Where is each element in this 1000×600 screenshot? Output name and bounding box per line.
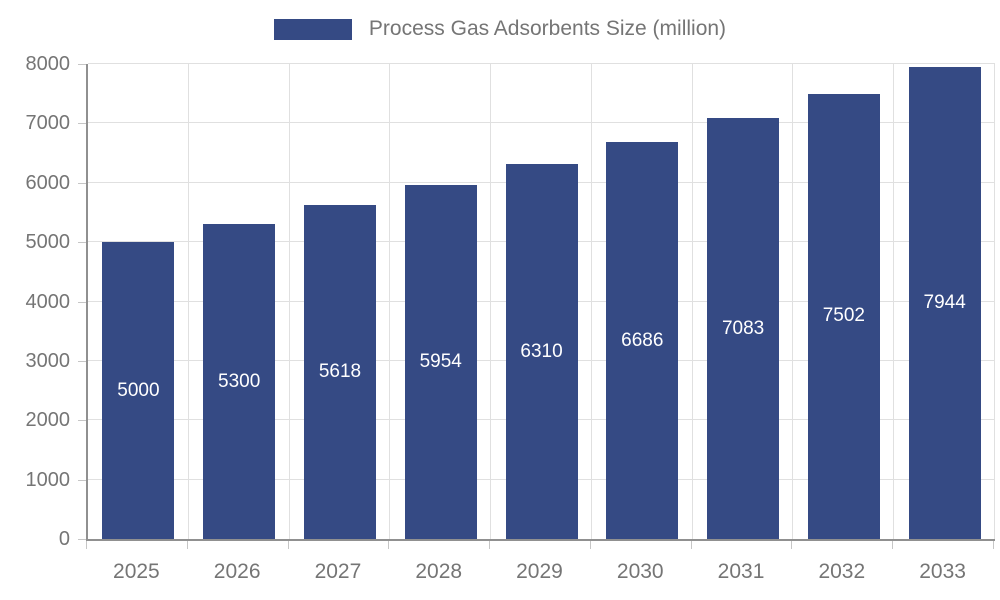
bar-value-label: 5300 xyxy=(218,370,261,392)
x-tick-2 xyxy=(287,541,289,549)
gridline-x-2 xyxy=(288,64,290,539)
bar-value-label: 6686 xyxy=(621,329,664,351)
x-tick-label-2032: 2032 xyxy=(818,560,866,583)
gridline-x-1 xyxy=(187,64,189,539)
x-tick-6 xyxy=(690,541,692,549)
gridline-x-3 xyxy=(389,64,391,539)
bar-2030[interactable]: 6686 xyxy=(606,142,679,539)
bar-slot-2027: 5618 xyxy=(290,64,391,539)
gridline-x-7 xyxy=(792,64,794,539)
x-tick-1 xyxy=(186,541,188,549)
bar-2032[interactable]: 7502 xyxy=(807,93,880,539)
x-tick-label-2033: 2033 xyxy=(919,560,966,583)
bar-value-label: 7083 xyxy=(721,317,765,339)
bar-slot-2032: 7502 xyxy=(793,64,894,539)
bar-series: 5000 5300 5618 5954 6310 6686 7083 7502 7944 xyxy=(88,64,995,539)
bar-2033[interactable]: 7944 xyxy=(908,67,981,539)
y-tick-label-8000: 8000 xyxy=(25,53,71,75)
bar-2028[interactable]: 5954 xyxy=(404,185,477,539)
bar-value-label: 6310 xyxy=(520,340,563,362)
bar-2029[interactable]: 6310 xyxy=(505,164,578,539)
y-tick-7000 xyxy=(78,123,86,125)
gridline-x-4 xyxy=(490,64,492,539)
plot-area: 5000 5300 5618 5954 6310 6686 7083 7502 7944 xyxy=(86,63,995,541)
y-tick-2000 xyxy=(78,420,86,422)
gridline-y-8000 xyxy=(88,63,995,64)
gridline-y-7000 xyxy=(88,122,995,124)
y-tick-5000 xyxy=(78,242,86,244)
y-tick-0 xyxy=(78,539,86,540)
y-tick-6000 xyxy=(78,182,86,184)
x-tick-label-2031: 2031 xyxy=(717,560,765,583)
legend-label: Process Gas Adsorbents Size (million) xyxy=(368,17,727,40)
bar-slot-2028: 5954 xyxy=(390,64,491,539)
bar-slot-2033: 7944 xyxy=(894,64,995,539)
gridline-x-8 xyxy=(893,64,895,539)
y-tick-8000 xyxy=(78,64,86,65)
bar-value-label: 5000 xyxy=(117,379,160,401)
y-tick-1000 xyxy=(78,479,86,481)
x-tick-7 xyxy=(791,541,793,549)
y-tick-label-2000: 2000 xyxy=(25,409,71,432)
y-tick-label-7000: 7000 xyxy=(25,112,71,135)
y-tick-label-0: 0 xyxy=(58,528,70,550)
y-tick-label-4000: 4000 xyxy=(25,290,71,313)
bar-2025[interactable]: 5000 xyxy=(102,242,175,539)
x-tick-5 xyxy=(589,541,591,549)
y-tick-label-6000: 6000 xyxy=(25,171,71,194)
x-tick-label-2028: 2028 xyxy=(415,560,463,583)
y-tick-label-1000: 1000 xyxy=(25,468,71,491)
bar-2026[interactable]: 5300 xyxy=(203,224,276,539)
bar-slot-2026: 5300 xyxy=(189,64,290,539)
bar-value-label: 7502 xyxy=(822,305,865,327)
x-tick-label-2029: 2029 xyxy=(516,560,563,583)
bar-2031[interactable]: 7083 xyxy=(707,118,780,539)
x-tick-3 xyxy=(388,541,390,549)
x-tick-8 xyxy=(892,541,894,549)
bar-slot-2031: 7083 xyxy=(693,64,794,539)
y-tick-3000 xyxy=(78,360,86,362)
gridline-x-6 xyxy=(691,64,693,539)
bar-value-label: 5618 xyxy=(318,361,362,383)
legend-swatch xyxy=(273,18,352,40)
bar-slot-2025: 5000 xyxy=(88,64,189,539)
y-tick-label-3000: 3000 xyxy=(25,349,71,372)
bar-value-label: 5954 xyxy=(419,351,462,373)
y-tick-label-5000: 5000 xyxy=(25,231,71,254)
legend[interactable]: Process Gas Adsorbents Size (million) xyxy=(0,17,1000,41)
y-tick-4000 xyxy=(78,301,86,303)
bar-slot-2029: 6310 xyxy=(491,64,592,539)
x-tick-label-2025: 2025 xyxy=(113,560,160,583)
x-tick-label-2030: 2030 xyxy=(616,560,664,583)
x-tick-0 xyxy=(86,541,87,549)
gridline-x-9 xyxy=(994,64,995,539)
bar-2027[interactable]: 5618 xyxy=(303,205,376,539)
x-tick-label-2026: 2026 xyxy=(213,560,261,583)
x-tick-4 xyxy=(489,541,491,549)
x-tick-9 xyxy=(993,541,994,549)
bar-slot-2030: 6686 xyxy=(592,64,693,539)
x-tick-label-2027: 2027 xyxy=(314,560,362,583)
gridline-x-5 xyxy=(590,64,592,539)
bar-value-label: 7944 xyxy=(923,292,966,314)
